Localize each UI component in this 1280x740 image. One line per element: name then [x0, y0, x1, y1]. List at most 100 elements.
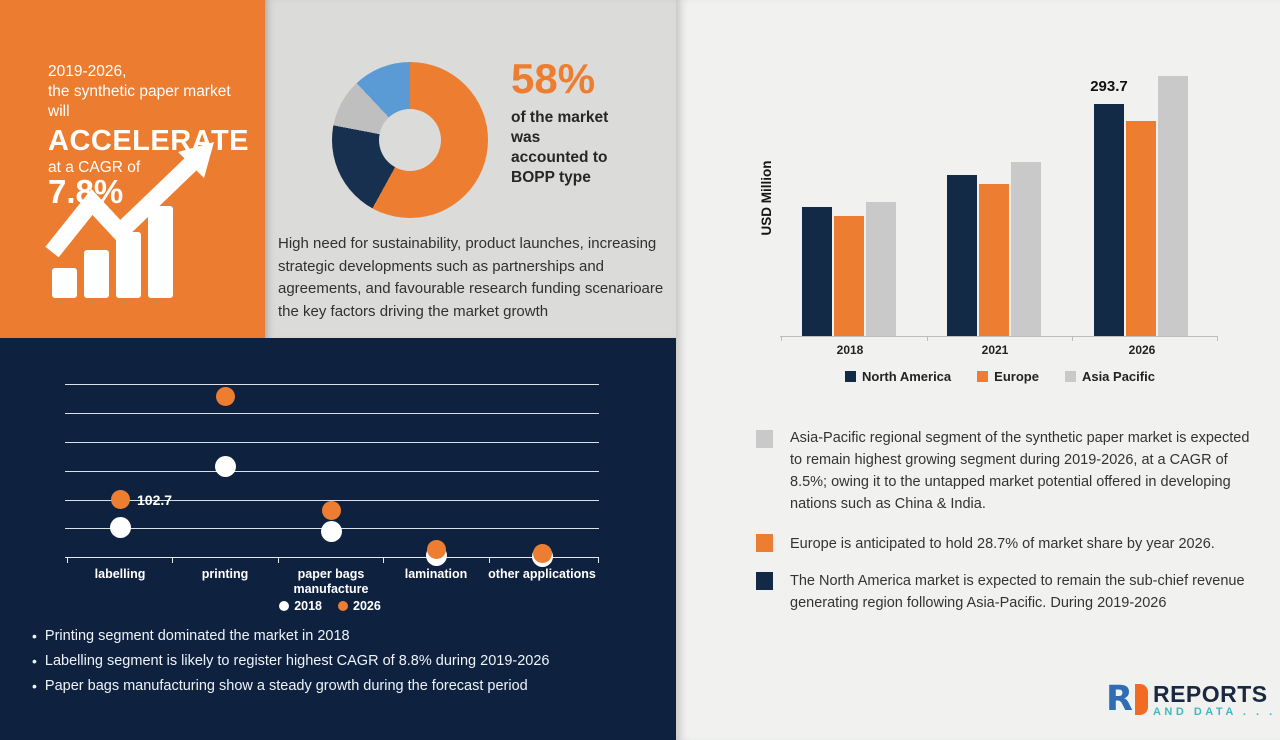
dot-2018-labelling	[109, 516, 131, 538]
logo-reports-text: REPORTS	[1152, 681, 1268, 707]
gridline	[65, 442, 599, 443]
bar-chart-plot-area	[780, 74, 1220, 336]
bar-asia-pacific-2018	[866, 202, 896, 336]
axis-tick	[67, 557, 68, 563]
insight-swatch-europe	[756, 534, 773, 552]
bar-group-2021	[947, 162, 1041, 336]
axis-tick	[1217, 336, 1218, 341]
bar-asia-pacific-2021	[1011, 162, 1041, 336]
bar-group-2018	[802, 202, 896, 336]
axis-tick	[489, 557, 490, 563]
promo-line1: 2019-2026,	[48, 63, 127, 80]
dot-plot-area	[0, 338, 676, 578]
xlabel-2026: 2026	[1128, 343, 1156, 357]
axis-tick	[172, 557, 173, 563]
promo-accelerate: ACCELERATE	[48, 125, 250, 157]
bullet-item: • Paper bags manufacturing show a steady…	[32, 674, 652, 699]
bullet-text: Paper bags manufacturing show a steady g…	[44, 678, 528, 694]
legend-swatch-asia-pacific	[1064, 371, 1076, 382]
promo-text-block: 2019-2026, the synthetic paper market wi…	[48, 62, 250, 210]
bar-chart-baseline	[780, 336, 1218, 337]
bopp-percentage: 58%	[511, 55, 596, 102]
category-label-paper-bags: paper bags manufacture	[293, 567, 369, 596]
logo-and-data-text: AND DATA . . .	[1152, 706, 1276, 718]
bar-chart-legend: North America Europe Asia Pacific	[790, 369, 1210, 384]
bopp-caption: of the market was accounted to BOPP type	[511, 109, 609, 186]
dot-2026-other-applications	[532, 543, 552, 563]
market-drivers-paragraph: High need for sustainability, product la…	[278, 235, 664, 320]
legend-item-2018: 2018	[279, 599, 322, 613]
promo-line3: will	[48, 103, 70, 120]
bullet-text: Printing segment dominated the market in…	[44, 628, 350, 644]
segment-bullet-list: • Printing segment dominated the market …	[32, 624, 652, 699]
insight-swatch-north-america	[756, 572, 773, 590]
growth-arrow-icon	[45, 142, 214, 298]
bullet-text: Labelling segment is likely to register …	[44, 653, 550, 669]
bullet-icon: •	[32, 653, 37, 669]
insight-text-north-america: The North America market is expected to …	[790, 573, 1245, 611]
x-axis-line	[65, 557, 599, 558]
logo-wordmark: REPORTS AND DATA . . .	[1153, 682, 1276, 718]
axis-tick	[781, 336, 782, 341]
bullet-item: • Labelling segment is likely to registe…	[32, 649, 652, 674]
bar-north-america-2021	[947, 175, 977, 336]
dot-2026-lamination	[427, 539, 446, 559]
legend-item-2026: 2026	[338, 599, 381, 613]
legend-label-2018: 2018	[294, 599, 322, 613]
legend-label-2026: 2026	[353, 599, 381, 613]
bullet-item: • Printing segment dominated the market …	[32, 624, 652, 649]
legend-dot-2018	[279, 601, 290, 611]
gridline	[65, 384, 599, 385]
donut-hole	[379, 109, 441, 171]
promo-line2: the synthetic paper market	[48, 83, 231, 100]
legend-item-europe: Europe	[977, 369, 1039, 384]
bar-chart-ylabel: USD Million	[759, 160, 774, 236]
legend-item-asia-pacific: Asia Pacific	[1064, 369, 1155, 384]
bar-europe-2018	[834, 216, 864, 336]
legend-item-north-america: North America	[845, 369, 951, 384]
category-label-printing: printing	[201, 567, 249, 581]
insight-text-asia-pacific: Asia-Pacific regional segment of the syn…	[790, 430, 1250, 512]
dot-plot-legend: 2018 2026	[230, 599, 430, 613]
axis-tick	[278, 557, 279, 563]
legend-swatch-north-america	[845, 371, 857, 382]
promo-cagr-value: 7.8%	[48, 173, 124, 210]
gridline	[65, 413, 599, 414]
logo-d-shape	[1134, 683, 1148, 715]
bar-asia-pacific-2026	[1158, 76, 1188, 336]
axis-tick	[1072, 336, 1073, 341]
bar-europe-2021	[979, 184, 1009, 336]
category-label-other: other applications	[488, 567, 596, 581]
gridline	[65, 471, 599, 472]
bullet-icon: •	[32, 628, 37, 644]
bar-europe-2026	[1126, 121, 1156, 336]
gridline	[65, 500, 599, 501]
application-panel: 102.7 labelling printing paper bags manu…	[0, 338, 676, 740]
dot-2018-paper-bags-manufacture	[320, 520, 342, 542]
category-label-lamination: lamination	[404, 567, 468, 581]
promo-cagr-label: at a CAGR of	[48, 159, 141, 176]
legend-label-europe: Europe	[994, 369, 1039, 384]
bar-group-2026	[1094, 76, 1188, 336]
category-label-labelling: labelling	[94, 567, 146, 581]
axis-tick	[598, 557, 599, 563]
promo-panel: 2019-2026, the synthetic paper market wi…	[0, 0, 265, 338]
dot-value-label: 102.7	[137, 492, 173, 508]
logo-r-glyph: R	[1106, 679, 1133, 719]
bar-value-label: 293.7	[1090, 78, 1128, 95]
dot-2026-printing	[216, 386, 235, 406]
logo-mark: R	[1106, 679, 1148, 719]
bar-north-america-2018	[802, 207, 832, 336]
bullet-icon: •	[32, 678, 37, 694]
legend-dot-2026	[338, 601, 348, 611]
axis-tick	[927, 336, 928, 341]
xlabel-2018: 2018	[836, 343, 864, 357]
legend-swatch-europe	[977, 371, 989, 382]
insight-swatch-asia-pacific	[756, 430, 773, 448]
insight-text-europe: Europe is anticipated to hold 28.7% of m…	[790, 536, 1215, 552]
reports-and-data-logo: R REPORTS AND DATA . . .	[1106, 679, 1276, 719]
xlabel-2021: 2021	[981, 343, 1009, 357]
axis-tick	[383, 557, 384, 563]
legend-label-north-america: North America	[862, 369, 952, 384]
